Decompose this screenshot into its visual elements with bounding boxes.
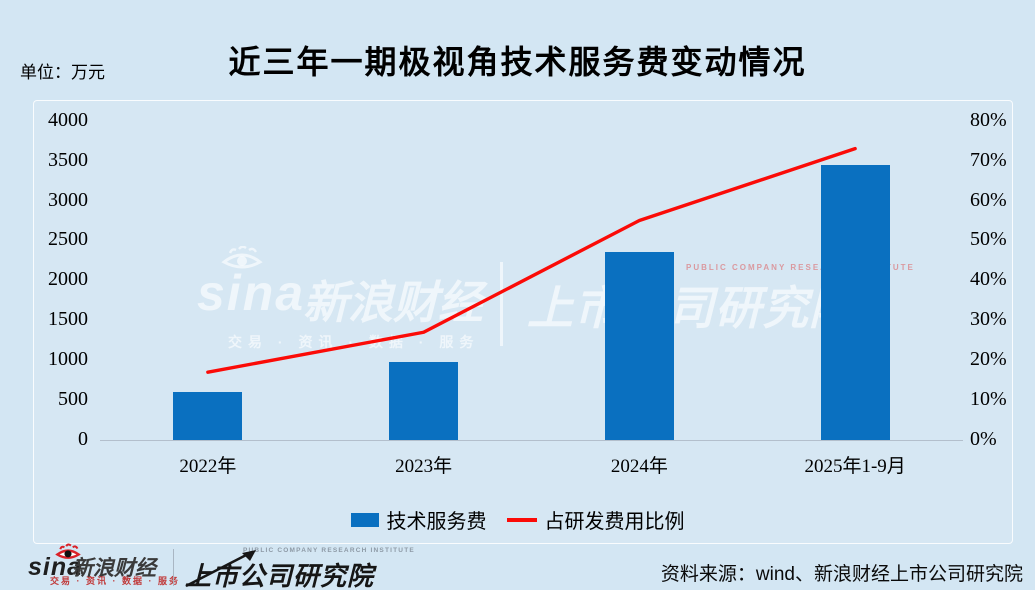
watermark-institute-text: 上市公司研究院 <box>527 282 856 334</box>
y-axis-left-tick-3500: 3500 <box>48 148 88 171</box>
x-label-2022年: 2022年 <box>179 456 237 477</box>
x-label-2025年1-9月: 2025年1-9月 <box>804 456 906 477</box>
y-axis-right-tick-10%: 10% <box>970 388 1007 411</box>
institute-caption-en: PUBLIC COMPANY RESEARCH INSTITUTE <box>243 547 415 554</box>
x-label-2023年: 2023年 <box>395 456 453 477</box>
footer-divider <box>173 549 174 586</box>
y-axis-right-tick-80%: 80% <box>970 108 1007 131</box>
unit-label: 单位：万元 <box>20 63 105 82</box>
institute-arrow-icon <box>185 550 256 588</box>
y-axis-left-tick-500: 500 <box>58 388 88 411</box>
bar-2022年 <box>173 392 243 440</box>
sina-finance-logo-text: 新浪财经 <box>72 557 156 580</box>
watermark-tagline: 交易 · 资讯 · 数据 · 服务 <box>228 334 480 350</box>
legend-bar-swatch <box>350 512 379 527</box>
y-axis-left-tick-1500: 1500 <box>48 308 88 331</box>
institute-logo-text: 上市公司研究院 <box>185 561 375 590</box>
legend-bar-label: 技术服务费 <box>386 511 487 533</box>
source-text: 资料来源：wind、新浪财经上市公司研究院 <box>660 564 1023 585</box>
y-axis-right-tick-20%: 20% <box>970 348 1007 371</box>
y-axis-left-tick-2000: 2000 <box>48 268 88 291</box>
y-axis-right-tick-40%: 40% <box>970 268 1007 291</box>
y-axis-left-tick-1000: 1000 <box>48 348 88 371</box>
y-axis-left-tick-2500: 2500 <box>48 228 88 251</box>
bar-2023年 <box>389 361 459 440</box>
y-axis-left-tick-4000: 4000 <box>48 108 88 131</box>
y-axis-left-tick-3000: 3000 <box>48 188 88 211</box>
legend-line-swatch <box>506 517 537 522</box>
watermark-sina-text: sina <box>197 265 306 321</box>
y-axis-left-tick-0: 0 <box>78 428 88 450</box>
legend-line-label: 占研发费用比例 <box>544 511 685 533</box>
bar-2025年1-9月 <box>820 164 890 440</box>
y-axis-right-tick-50%: 50% <box>970 228 1007 251</box>
sina-eye-icon <box>55 543 81 559</box>
y-axis-right-tick-30%: 30% <box>970 308 1007 331</box>
y-axis-right-tick-60%: 60% <box>970 188 1007 211</box>
legend: 技术服务费 占研发费用比例 <box>0 505 1035 534</box>
watermark-sina-finance-text: 新浪财经 <box>303 277 484 328</box>
x-label-2024年: 2024年 <box>610 456 668 477</box>
y-axis-right-tick-0%: 0% <box>970 428 997 450</box>
x-axis-line <box>100 440 963 441</box>
sina-tagline: 交易 · 资讯 · 数据 · 服务 <box>50 576 180 586</box>
chart-title: 近三年一期极视角技术服务费变动情况 <box>228 44 807 80</box>
watermark-divider <box>500 262 503 346</box>
sina-logo-text: sina <box>28 553 83 581</box>
bar-2024年 <box>604 252 674 440</box>
y-axis-right-tick-70%: 70% <box>970 148 1007 171</box>
